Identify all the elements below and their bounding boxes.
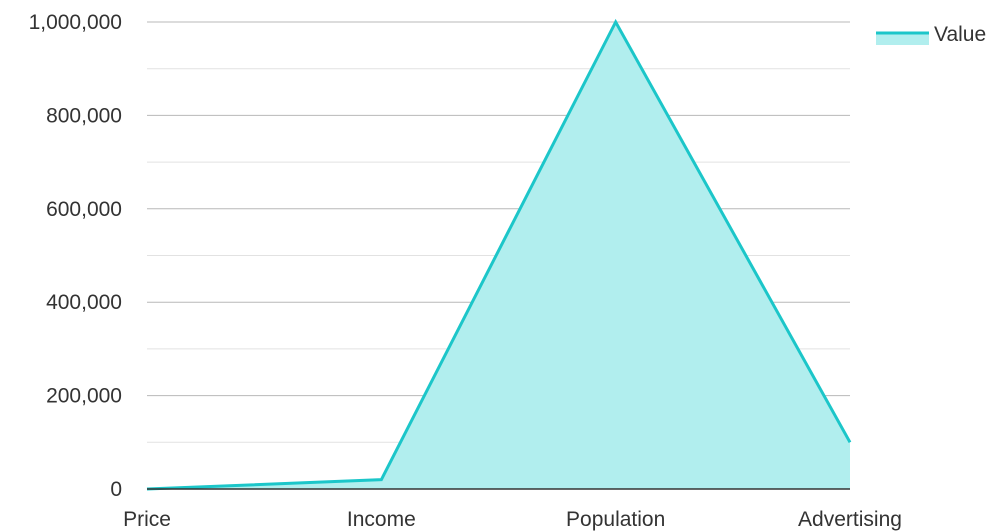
x-tick-label-income: Income	[347, 508, 416, 531]
legend: Value	[876, 23, 986, 46]
series-line	[146, 18, 852, 491]
y-tick-label: 600,000	[46, 198, 122, 221]
y-tick-label: 800,000	[46, 104, 122, 127]
x-tick-label-population: Population	[566, 508, 665, 531]
y-tick-label: 0	[110, 478, 122, 501]
y-tick-label: 1,000,000	[29, 11, 122, 34]
series-area-layer	[146, 18, 852, 491]
series-area-fill	[147, 22, 850, 489]
x-tick-label-price: Price	[123, 508, 171, 531]
y-tick-label: 200,000	[46, 385, 122, 408]
y-tick-label: 400,000	[46, 291, 122, 314]
legend-fill-swatch	[876, 33, 929, 45]
x-tick-label-advertising: Advertising	[798, 508, 902, 531]
legend-label-value: Value	[934, 23, 986, 46]
y-axis-tick-labels: 0 200,000 400,000 600,000 800,000 1,000,000	[29, 11, 122, 501]
x-axis-tick-labels: Price Income Population Advertising	[123, 508, 902, 531]
